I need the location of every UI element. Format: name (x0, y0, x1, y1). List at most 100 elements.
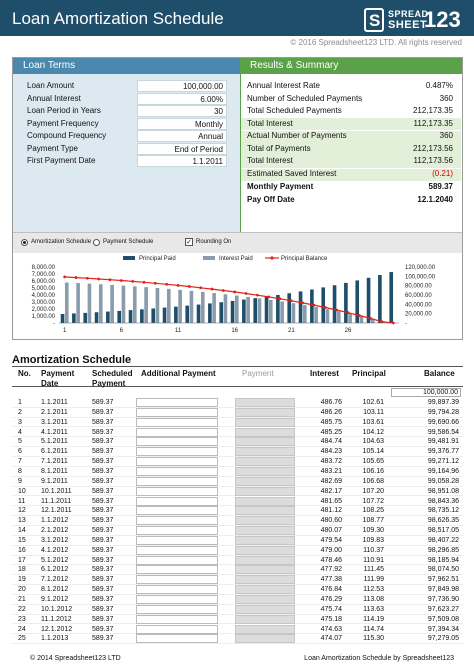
payoff-date-row: Pay Off Date 12.1.2040 (247, 194, 457, 206)
table-row: 22 10.1.2012 589.37 475.74 113.63 97,623.27 (12, 604, 463, 615)
loan-amount-label: Loan Amount (27, 81, 75, 90)
row-balance: 97,394.34 (427, 625, 459, 633)
row-principal: 102.61 (362, 399, 384, 406)
table-row: 12 12.1.2011 589.37 481.12 108.25 98,735.12 (12, 506, 463, 517)
additional-payment-input[interactable] (136, 575, 218, 585)
actual-number-row: Actual Number of Payments 360 (247, 130, 457, 142)
total-payments-value: 212,173.56 (412, 143, 453, 153)
balance-point (267, 295, 271, 299)
bar-interest-paid (189, 290, 194, 323)
balance-point (131, 279, 135, 283)
balance-point (210, 287, 214, 291)
row-principal: 107.20 (362, 487, 384, 495)
additional-payment-input[interactable] (136, 526, 218, 536)
payment-cell (235, 496, 295, 506)
row-no: 1 (18, 399, 22, 406)
additional-payment-input[interactable] (136, 555, 218, 565)
additional-payment-input[interactable] (136, 407, 218, 417)
additional-payment-input[interactable] (136, 506, 218, 516)
row-date: 1.1.2011 (41, 399, 68, 406)
x-tick: 6 (120, 328, 124, 334)
loan-amount-input[interactable]: 100,000.00 (137, 80, 227, 92)
row-date: 8.1.2011 (41, 467, 68, 475)
payment-cell (235, 407, 295, 417)
additional-payment-input[interactable] (136, 398, 218, 407)
y-right-tick: 100,000.00 (405, 274, 436, 280)
rounding-checkbox[interactable]: ✓ (185, 238, 193, 246)
y-left-tick: 5,000.00 (32, 286, 56, 292)
compound-frequency-select[interactable]: Annual (137, 130, 227, 142)
compound-frequency-label: Compound Frequency (27, 131, 107, 140)
row-no: 13 (18, 517, 26, 525)
bar-interest-paid (280, 301, 284, 323)
amortization-radio[interactable] (21, 239, 28, 246)
payment-cell (235, 486, 295, 496)
payment-cell (235, 585, 295, 595)
additional-payment-input[interactable] (136, 417, 218, 427)
additional-payment-input[interactable] (136, 427, 218, 437)
additional-payment-input[interactable] (136, 496, 218, 506)
row-interest: 479.54 (320, 536, 342, 544)
additional-payment-input[interactable] (136, 585, 218, 595)
row-balance: 99,690.66 (427, 418, 459, 426)
additional-payment-input[interactable] (136, 624, 218, 634)
additional-payment-input[interactable] (136, 565, 218, 575)
annual-rate-label: Annual Interest Rate (247, 81, 320, 90)
payment-cell (235, 595, 295, 604)
additional-payment-input[interactable] (136, 516, 218, 526)
row-balance: 97,279.05 (427, 635, 459, 643)
payment-frequency-select[interactable]: Monthly (137, 117, 227, 130)
bar-interest-paid (98, 284, 103, 323)
additional-payment-input[interactable] (136, 457, 218, 467)
annual-interest-row: Annual Interest 6.00% (27, 92, 227, 105)
bar-interest-paid (64, 282, 69, 323)
bar-interest-paid (336, 311, 341, 323)
table-row: 16 4.1.2012 589.37 479.00 110.37 98,296.85 (12, 545, 463, 556)
bar-interest-paid (223, 294, 228, 323)
first-payment-date-input[interactable]: 1.1.2011 (137, 155, 227, 167)
bar-principal-paid (242, 299, 246, 323)
col-principal: Principal (352, 369, 386, 378)
row-scheduled: 589.37 (92, 467, 114, 475)
table-row: 7 7.1.2011 589.37 483.72 105.65 99,271.12 (12, 457, 463, 467)
loan-period-input[interactable]: 30 (137, 105, 227, 117)
row-no: 21 (18, 596, 26, 603)
bar-principal-paid (366, 277, 371, 323)
additional-payment-input[interactable] (136, 604, 218, 614)
y-left-tick: 3,000.00 (32, 300, 56, 306)
amortization-radio-label: Amortization Schedule (31, 239, 92, 245)
bar-interest-paid (291, 303, 296, 323)
payment-schedule-radio[interactable] (93, 239, 100, 246)
loan-terms-body: Loan Amount 100,000.00 Annual Interest 6.0… (13, 74, 240, 232)
row-balance: 98,185.94 (427, 556, 459, 564)
bar-principal-paid (298, 291, 303, 323)
payment-type-select[interactable]: End of Period (137, 142, 227, 155)
additional-payment-input[interactable] (136, 476, 218, 486)
row-no: 9 (18, 477, 22, 485)
bar-principal-paid (287, 293, 292, 323)
payment-cell (235, 437, 295, 447)
additional-payment-input[interactable] (136, 447, 218, 457)
additional-payment-input[interactable] (136, 535, 218, 545)
balance-point (244, 292, 248, 295)
additional-payment-input[interactable] (136, 486, 218, 496)
row-interest: 483.21 (320, 467, 342, 475)
additional-payment-input[interactable] (136, 437, 218, 447)
additional-payment-input[interactable] (136, 614, 218, 624)
row-principal: 110.91 (363, 556, 384, 564)
scheduled-number-label: Number of Scheduled Payments (247, 93, 363, 103)
row-principal: 108.77 (362, 517, 384, 525)
logo-number: 123 (424, 7, 461, 32)
row-no: 3 (18, 418, 22, 426)
payment-cell (235, 516, 295, 526)
additional-payment-input[interactable] (136, 595, 218, 604)
additional-payment-input[interactable] (136, 466, 218, 476)
actual-number-value: 360 (439, 131, 453, 140)
row-scheduled: 589.37 (92, 596, 114, 603)
additional-payment-input[interactable] (136, 545, 218, 555)
row-principal: 106.16 (362, 467, 384, 475)
annual-interest-input[interactable]: 6.00% (137, 92, 227, 105)
x-tick: 11 (175, 328, 182, 334)
row-balance: 98,843.36 (427, 497, 459, 505)
additional-payment-input[interactable] (136, 634, 218, 644)
